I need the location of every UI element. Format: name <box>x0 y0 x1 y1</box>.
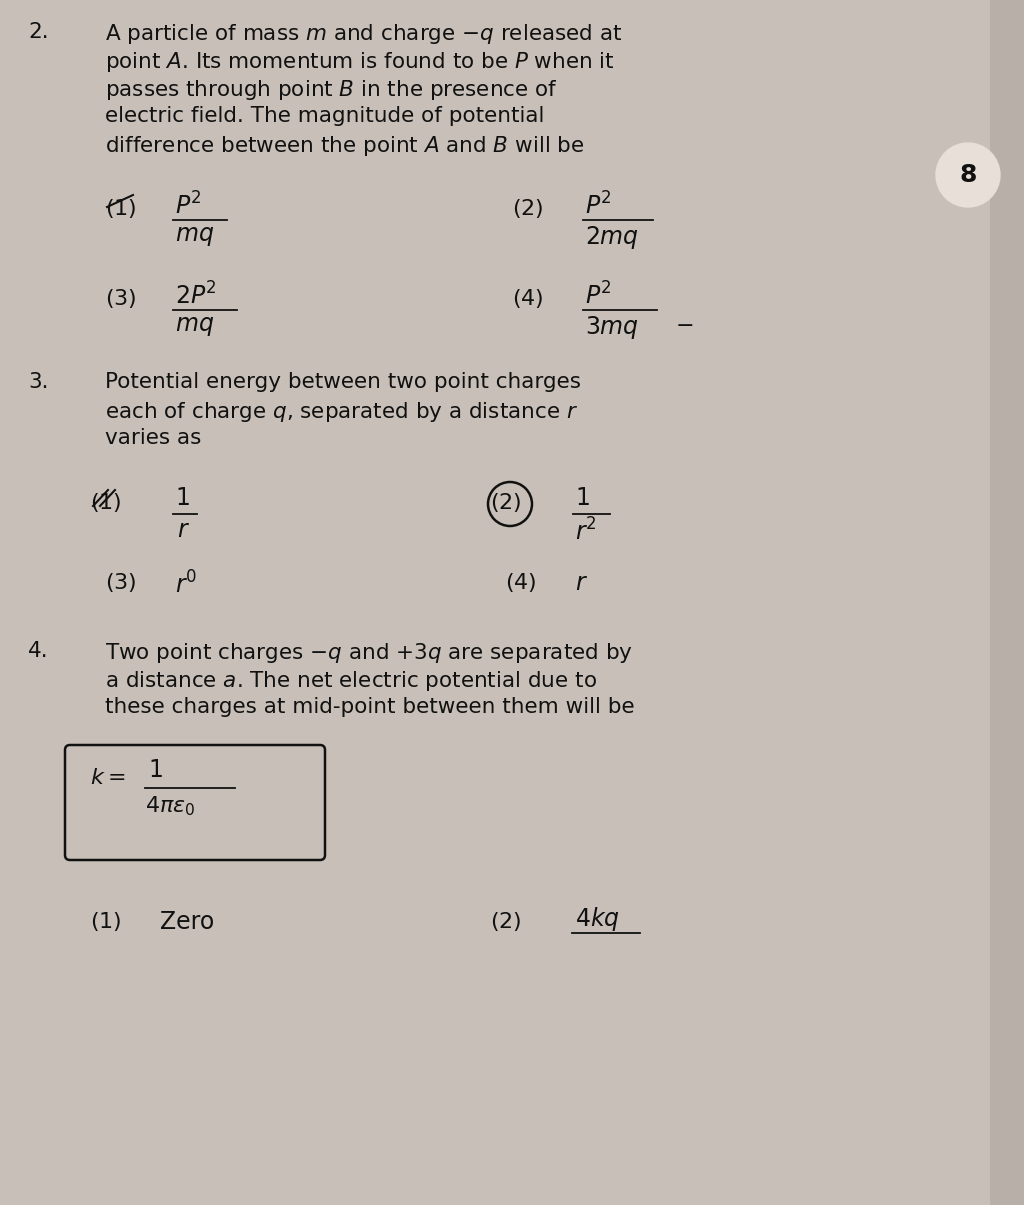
Text: $-$: $-$ <box>675 315 693 334</box>
Text: $mq$: $mq$ <box>175 224 214 248</box>
Text: these charges at mid-point between them will be: these charges at mid-point between them … <box>105 696 635 717</box>
Text: $2mq$: $2mq$ <box>585 224 639 251</box>
Text: $(3)$: $(3)$ <box>105 287 136 310</box>
Text: $(4)$: $(4)$ <box>505 571 537 594</box>
Text: $1$: $1$ <box>148 758 163 782</box>
Text: 2.: 2. <box>28 22 48 42</box>
Text: $r^2$: $r^2$ <box>575 518 597 545</box>
Bar <box>990 0 1024 1205</box>
Text: $P^2$: $P^2$ <box>585 282 611 310</box>
Text: 3.: 3. <box>28 372 48 392</box>
Text: $(1)$: $(1)$ <box>90 910 122 933</box>
Text: 8: 8 <box>959 163 977 187</box>
Text: $k = $: $k = $ <box>90 768 126 788</box>
Circle shape <box>936 143 1000 207</box>
Text: $4\pi\varepsilon_0$: $4\pi\varepsilon_0$ <box>145 794 196 818</box>
Text: $(2)$: $(2)$ <box>490 910 521 933</box>
Text: $(1)$: $(1)$ <box>90 490 122 515</box>
Text: A particle of mass $m$ and charge $-q$ released at: A particle of mass $m$ and charge $-q$ r… <box>105 22 623 46</box>
Text: electric field. The magnitude of potential: electric field. The magnitude of potenti… <box>105 106 545 127</box>
Text: difference between the point $A$ and $B$ will be: difference between the point $A$ and $B$… <box>105 134 585 158</box>
Text: a distance $a$. The net electric potential due to: a distance $a$. The net electric potenti… <box>105 669 597 693</box>
Text: 4.: 4. <box>28 641 48 662</box>
Text: $2P^2$: $2P^2$ <box>175 282 217 310</box>
Text: $(2)$: $(2)$ <box>490 490 521 515</box>
Text: passes through point $B$ in the presence of: passes through point $B$ in the presence… <box>105 78 558 102</box>
Text: $(2)$: $(2)$ <box>512 196 544 221</box>
Text: each of charge $q$, separated by a distance $r$: each of charge $q$, separated by a dista… <box>105 400 579 424</box>
Text: Two point charges $-q$ and $+3q$ are separated by: Two point charges $-q$ and $+3q$ are sep… <box>105 641 633 665</box>
Text: $(3)$: $(3)$ <box>105 571 136 594</box>
Text: $3mq$: $3mq$ <box>585 315 639 341</box>
Text: $1$: $1$ <box>175 486 189 510</box>
Text: $r^0$: $r^0$ <box>175 571 198 598</box>
FancyBboxPatch shape <box>65 745 325 860</box>
Text: $1$: $1$ <box>575 486 590 510</box>
Text: Potential energy between two point charges: Potential energy between two point charg… <box>105 372 581 392</box>
Text: varies as: varies as <box>105 428 202 448</box>
Text: $(1)$: $(1)$ <box>105 196 136 221</box>
Text: $r$: $r$ <box>575 571 588 595</box>
Text: $P^2$: $P^2$ <box>585 192 611 219</box>
Text: Zero: Zero <box>160 910 214 934</box>
Text: $P^2$: $P^2$ <box>175 192 202 219</box>
Text: $r$: $r$ <box>177 518 189 542</box>
Text: point $A$. Its momentum is found to be $P$ when it: point $A$. Its momentum is found to be $… <box>105 49 614 74</box>
Text: $4kq$: $4kq$ <box>575 905 620 933</box>
Text: $(4)$: $(4)$ <box>512 287 544 310</box>
Text: $mq$: $mq$ <box>175 315 214 337</box>
